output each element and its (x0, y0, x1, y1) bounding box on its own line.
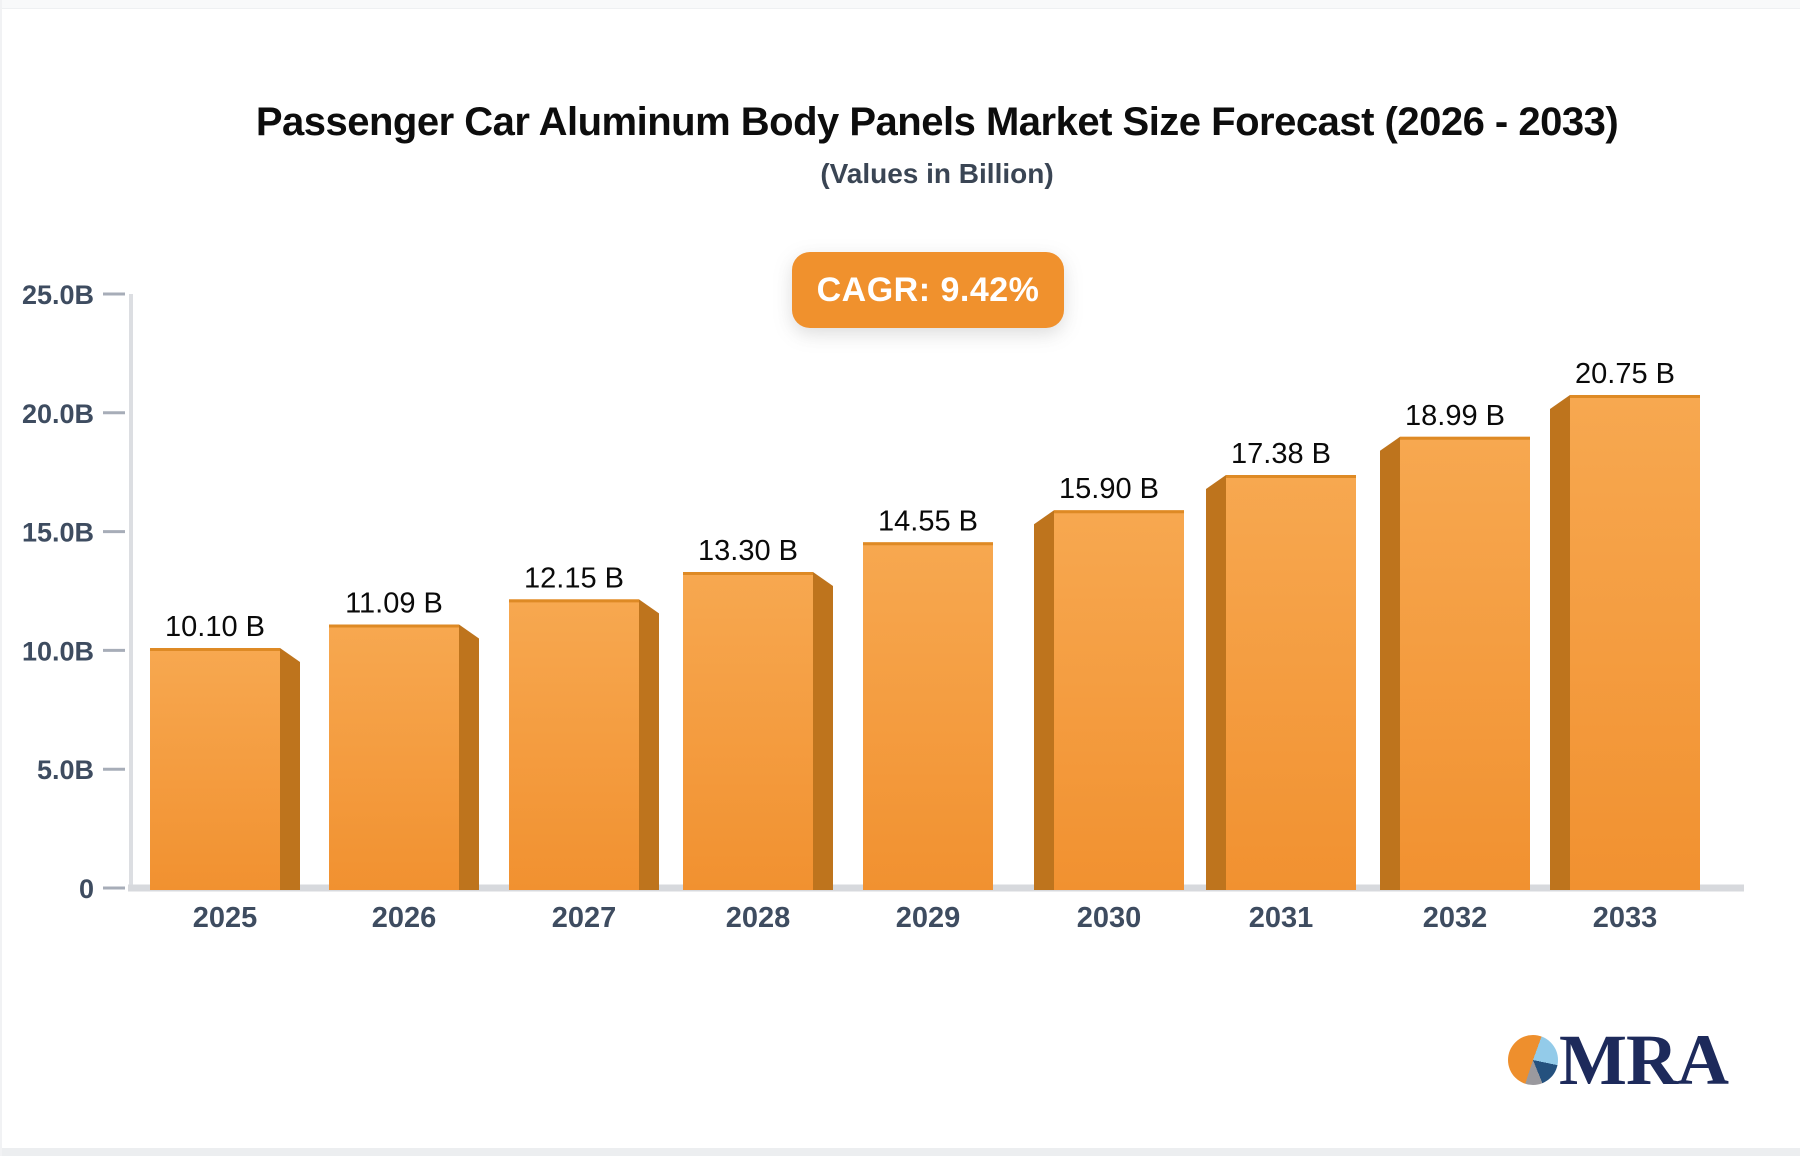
bar-side-face (459, 624, 479, 890)
y-axis-label: 15.0B (22, 518, 94, 548)
x-axis-label: 2027 (552, 902, 617, 934)
y-axis-label: 20.0B (22, 399, 94, 429)
bar-value-label: 11.09 B (345, 588, 443, 620)
bar-side-face (1380, 436, 1400, 890)
bar-2025 (150, 648, 300, 890)
x-axis-label: 2028 (726, 902, 791, 934)
x-axis-label: 2026 (372, 902, 437, 934)
bar-2031 (1206, 475, 1356, 890)
brand-logo: MRA (1508, 1020, 1729, 1100)
bar-front-face (329, 624, 459, 890)
bar-2026 (329, 624, 479, 890)
x-axis-label: 2025 (193, 902, 258, 934)
bar-front-face (1570, 394, 1700, 890)
bar-side-face (280, 648, 300, 890)
bar-value-label: 18.99 B (1405, 400, 1505, 432)
page-top-edge (2, 0, 1800, 9)
bar-front-face (150, 648, 280, 890)
bar-front-face (863, 542, 993, 890)
bar-2029 (863, 542, 993, 890)
x-axis-label: 2032 (1423, 902, 1488, 934)
y-axis-label: 0 (79, 874, 94, 904)
x-axis-label: 2030 (1077, 902, 1142, 934)
logo-pie-icon (1508, 1035, 1558, 1085)
page-bottom-edge (2, 1148, 1800, 1156)
bar-side-face (813, 571, 833, 890)
bar-value-label: 10.10 B (165, 611, 265, 643)
bar-value-label: 14.55 B (878, 505, 978, 537)
cagr-label: CAGR: 9.42% (816, 270, 1040, 309)
bar-front-face (683, 571, 813, 890)
x-axis-label: 2031 (1249, 902, 1314, 934)
bar-2032 (1380, 436, 1530, 890)
bar-front-face (1054, 510, 1184, 890)
bar-side-face (1206, 475, 1226, 890)
x-axis-label: 2033 (1593, 902, 1658, 934)
y-axis-label: 25.0B (22, 280, 94, 310)
bar-front-face (509, 599, 639, 890)
bar-value-label: 12.15 B (524, 562, 624, 594)
bar-value-label: 20.75 B (1575, 358, 1675, 390)
x-axis-label: 2029 (896, 902, 961, 934)
bar-2030 (1034, 510, 1184, 890)
bar-2028 (683, 571, 833, 890)
chart-subtitle: (Values in Billion) (820, 158, 1054, 189)
bar-side-face (639, 599, 659, 890)
bar-value-label: 13.30 B (698, 535, 798, 567)
cagr-badge: CAGR: 9.42% (792, 252, 1064, 328)
bar-2027 (509, 599, 659, 890)
y-axis-label: 5.0B (37, 755, 94, 785)
bar-2033 (1550, 394, 1700, 890)
bar-side-face (1550, 394, 1570, 890)
chart-header: Passenger Car Aluminum Body Panels Marke… (72, 96, 1800, 190)
bar-front-face (1400, 436, 1530, 890)
bar-side-face (1034, 510, 1054, 890)
y-axis-label: 10.0B (22, 636, 94, 666)
logo-text: MRA (1559, 1020, 1729, 1100)
chart-title: Passenger Car Aluminum Body Panels Marke… (255, 100, 1619, 144)
bar-value-label: 15.90 B (1059, 473, 1159, 505)
bar-front-face (1226, 475, 1356, 890)
bar-value-label: 17.38 B (1231, 438, 1331, 470)
